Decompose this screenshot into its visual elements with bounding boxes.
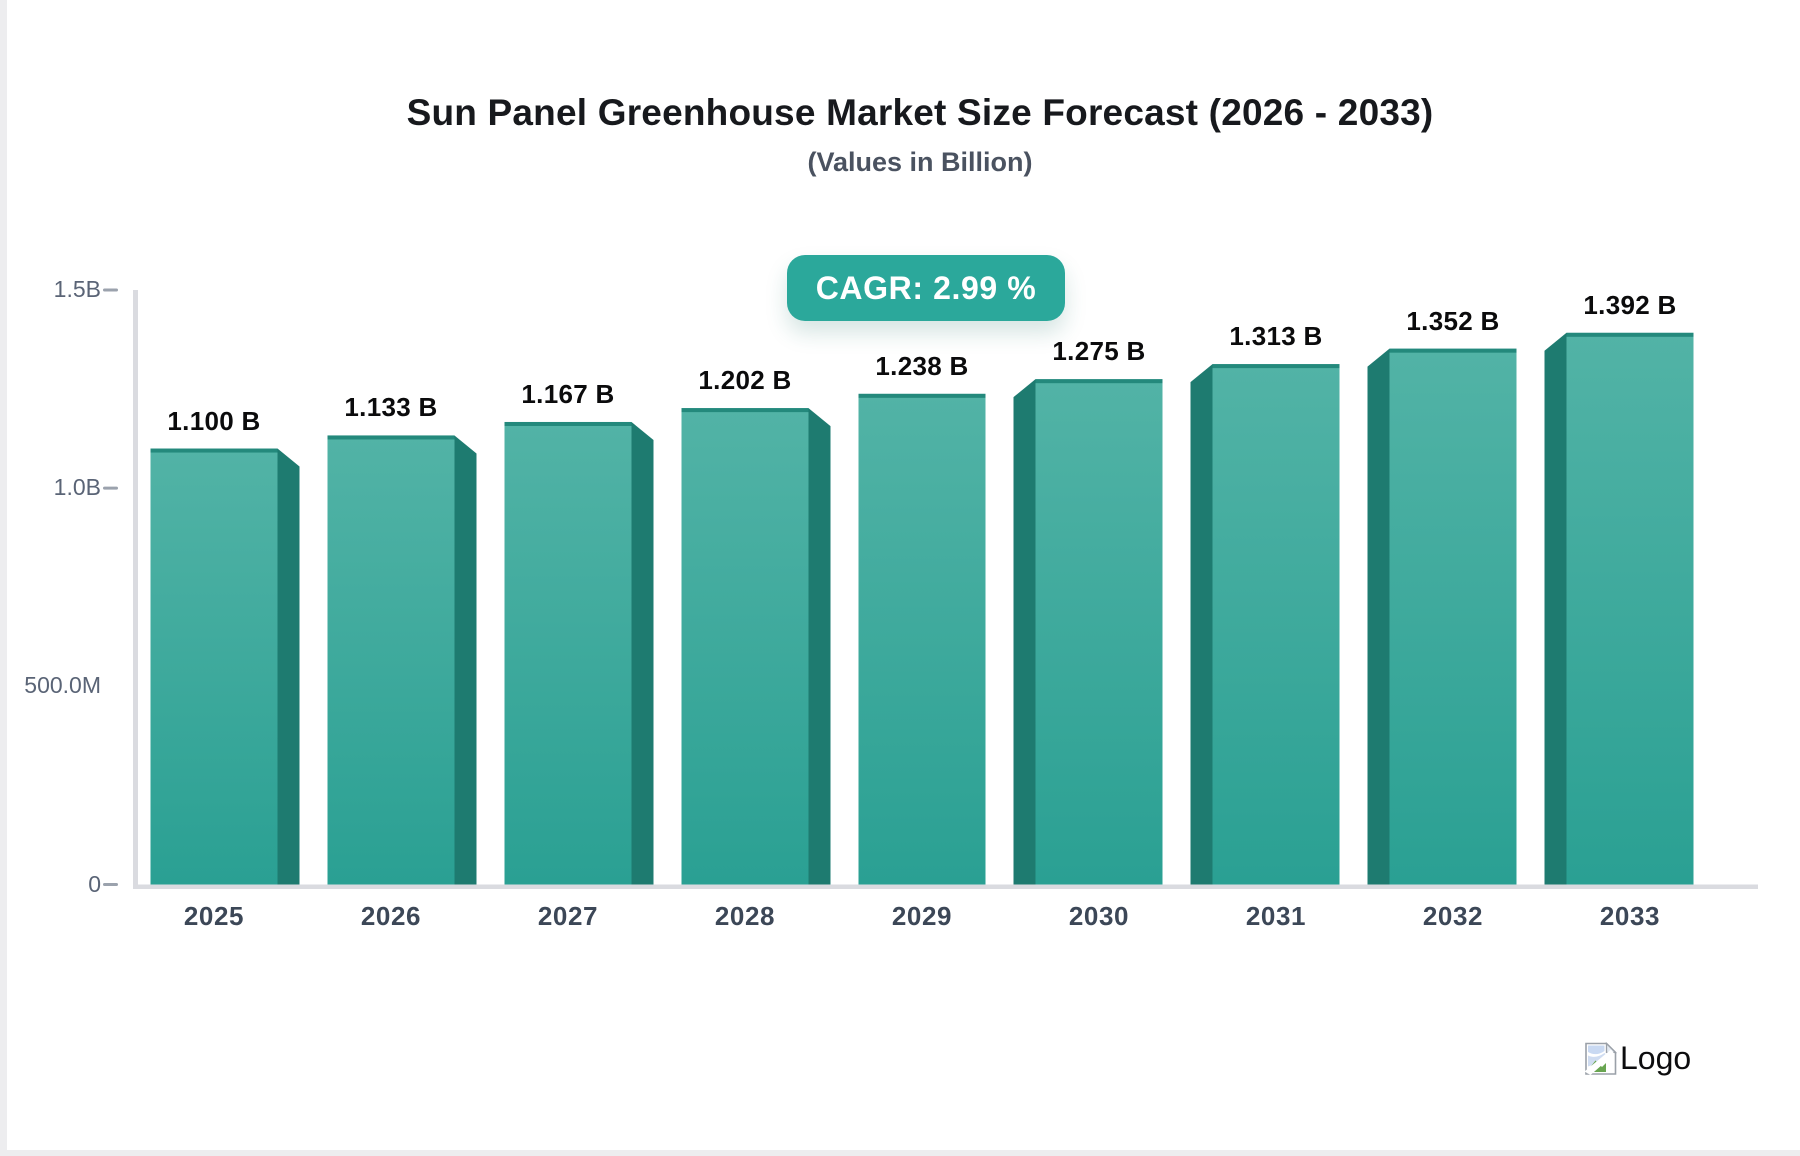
chart-subtitle: (Values in Billion): [807, 147, 1033, 177]
bar-2028[interactable]: [681, 408, 831, 885]
x-tick-label: 2029: [891, 901, 953, 931]
x-tick-label: 2025: [183, 901, 245, 931]
cagr-badge: CAGR: 2.99 %: [787, 255, 1065, 321]
x-tick-label: 2028: [714, 901, 776, 931]
window-left-edge: [0, 0, 7, 1156]
bar-top-edge: [1212, 364, 1340, 369]
bar-value-label: 1.202 B: [698, 365, 792, 396]
bar-side-face: [1544, 332, 1567, 885]
bar-front-face: [150, 448, 278, 885]
bar-top-edge: [327, 435, 455, 440]
bar-2031[interactable]: [1190, 364, 1340, 885]
bar-2030[interactable]: [1013, 379, 1163, 885]
bar-front-face: [681, 408, 809, 885]
bar-side-face: [1190, 364, 1213, 885]
x-tick-label: 2027: [537, 901, 599, 931]
bar-side-face: [454, 435, 477, 885]
bar-2029[interactable]: [858, 393, 986, 885]
x-tick-label: 2031: [1245, 901, 1307, 931]
bar-front-face: [1566, 332, 1694, 885]
bar-front-face: [1035, 379, 1163, 885]
bar-top-edge: [858, 393, 986, 398]
bar-top-edge: [1566, 332, 1694, 337]
logo: Logo: [1583, 1040, 1691, 1077]
bar-side-face: [808, 408, 831, 885]
logo-alt-text: Logo: [1620, 1040, 1692, 1076]
bar-2033[interactable]: [1544, 332, 1694, 885]
bar-side-face: [1013, 379, 1036, 885]
bar-2027[interactable]: [504, 421, 654, 885]
x-tick-label: 2033: [1599, 901, 1661, 931]
bar-top-edge: [681, 408, 809, 413]
window-bottom-edge: [0, 1150, 1800, 1156]
bar-value-label: 1.352 B: [1406, 305, 1500, 336]
bar-value-label: 1.313 B: [1229, 321, 1323, 352]
bar-front-face: [504, 421, 632, 885]
bar-2026[interactable]: [327, 435, 477, 885]
cagr-badge-label: CAGR: 2.99 %: [815, 269, 1037, 306]
y-tick-label: 1.5B: [53, 276, 101, 302]
bar-value-label: 1.167 B: [521, 378, 615, 409]
y-tick-label: 500.0M: [24, 672, 101, 699]
y-tick-label: 1.0B: [53, 474, 101, 501]
bar-value-label: 1.133 B: [344, 392, 438, 423]
y-tick-mark: [103, 288, 118, 292]
x-tick-label: 2026: [360, 901, 422, 931]
y-axis-line: [133, 290, 138, 889]
axis-layer: [103, 288, 1758, 889]
bar-value-label: 1.100 B: [167, 405, 261, 436]
y-tick-label: 0: [88, 870, 101, 897]
bar-side-face: [1367, 348, 1390, 885]
bar-side-face: [277, 448, 300, 885]
x-tick-label: 2030: [1068, 901, 1130, 931]
bar-front-face: [1212, 364, 1340, 885]
bars-layer: [150, 332, 1694, 885]
x-axis-line: [133, 884, 1758, 889]
bar-top-edge: [150, 448, 278, 453]
broken-image-icon: [1584, 1041, 1618, 1075]
bar-value-label: 1.275 B: [1052, 336, 1146, 367]
y-tick-mark: [103, 486, 118, 490]
bar-top-edge: [504, 421, 632, 426]
bar-top-edge: [1035, 379, 1163, 384]
bar-value-label: 1.238 B: [875, 350, 969, 381]
bar-side-face: [631, 421, 654, 885]
bar-top-edge: [1389, 348, 1517, 353]
bar-front-face: [327, 435, 455, 885]
bar-2032[interactable]: [1367, 348, 1517, 885]
chart-title: Sun Panel Greenhouse Market Size Forecas…: [406, 92, 1434, 133]
bar-front-face: [1389, 348, 1517, 885]
bar-value-label: 1.392 B: [1583, 289, 1677, 320]
x-tick-label: 2032: [1422, 901, 1484, 931]
bar-front-face: [858, 393, 986, 885]
y-tick-mark: [103, 883, 118, 886]
bar-2025[interactable]: [150, 448, 300, 885]
